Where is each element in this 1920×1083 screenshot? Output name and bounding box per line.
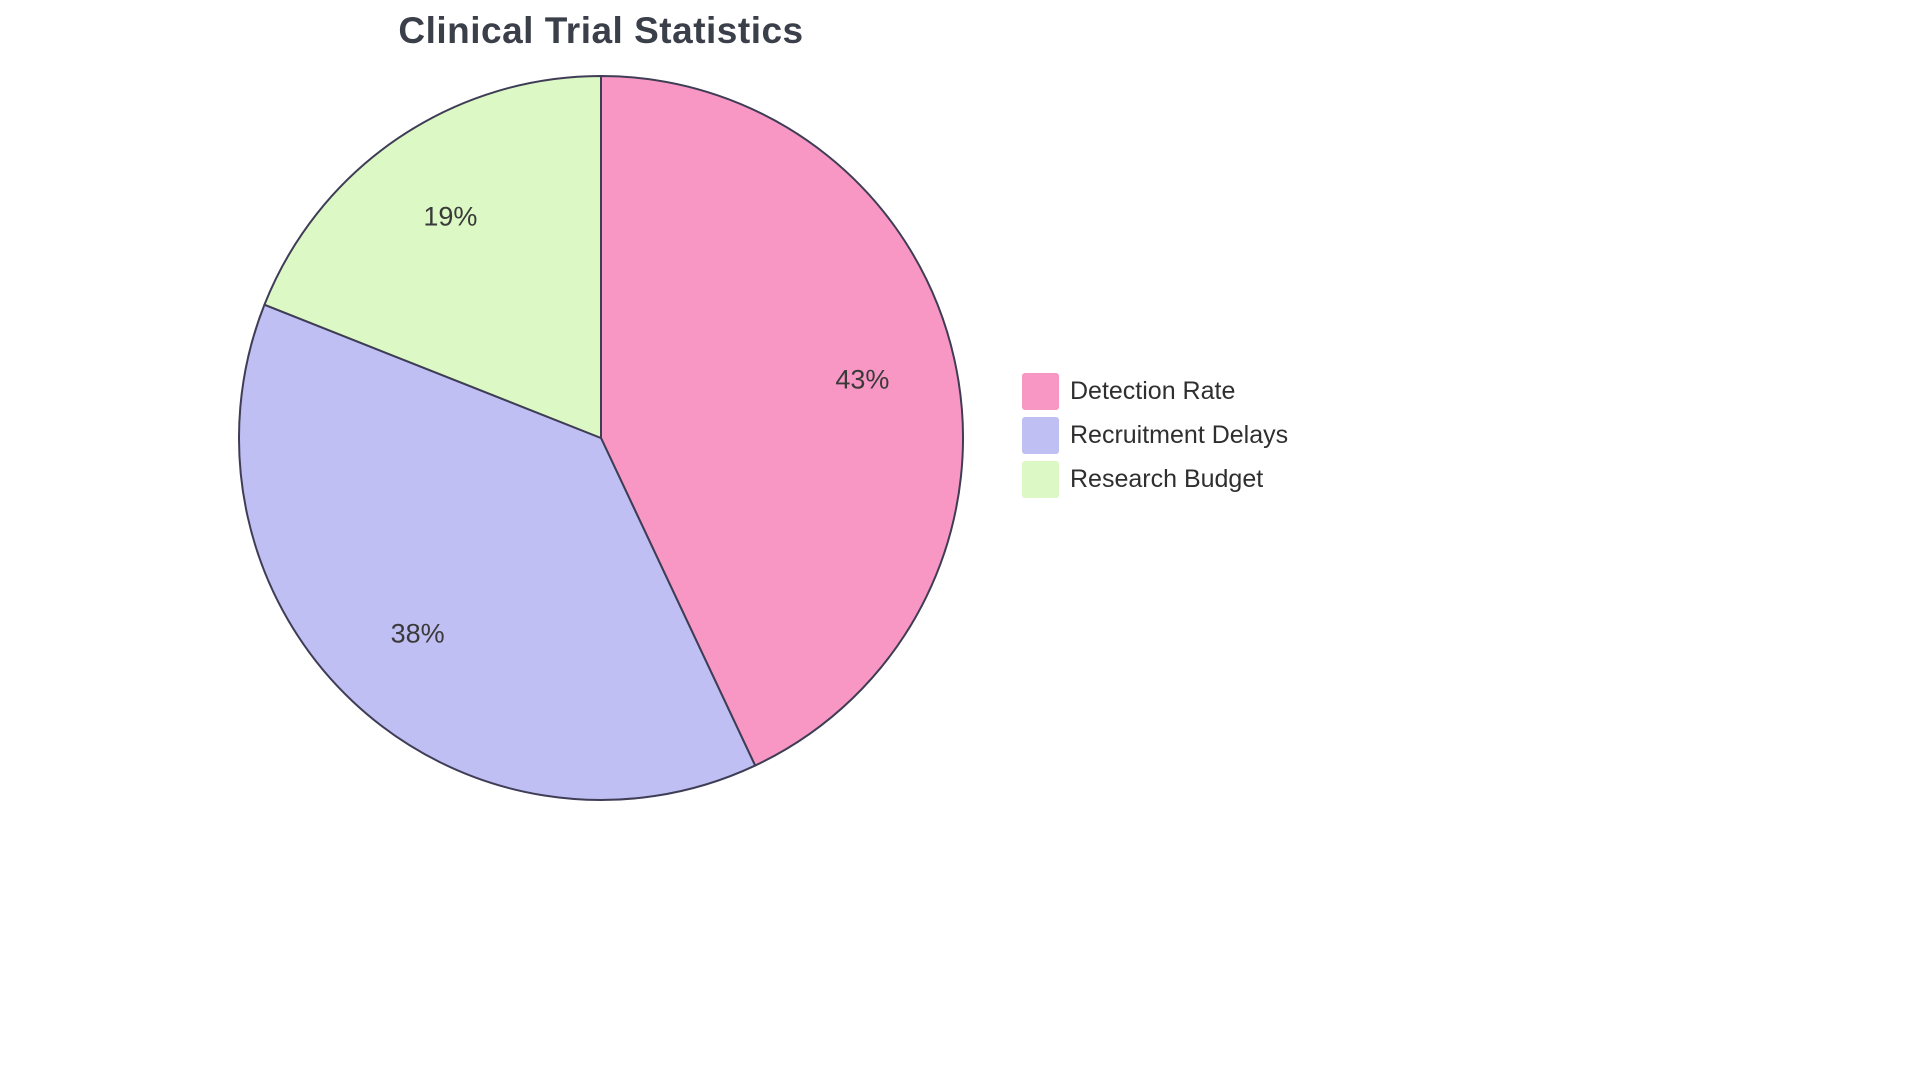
slice-label-1: 38% — [391, 618, 445, 648]
legend-swatch — [1022, 373, 1059, 410]
legend-swatch — [1022, 417, 1059, 454]
legend-label: Research Budget — [1070, 465, 1264, 493]
slice-label-2: 19% — [423, 201, 477, 231]
pie-slice-2 — [263, 75, 602, 439]
pie-slice-0 — [600, 75, 965, 767]
legend-label: Recruitment Delays — [1070, 421, 1289, 449]
legend-item: Recruitment Delays — [1022, 417, 1288, 454]
legend-item: Research Budget — [1022, 461, 1288, 498]
legend-label: Detection Rate — [1070, 377, 1236, 405]
legend-item: Detection Rate — [1022, 373, 1288, 410]
legend: Detection Rate Recruitment Delays Research… — [1022, 373, 1288, 498]
slice-label-0: 43% — [835, 365, 889, 395]
pie-slice-1 — [238, 303, 757, 801]
chart-title: Clinical Trial Statistics — [398, 10, 804, 51]
legend-swatch — [1022, 461, 1059, 498]
